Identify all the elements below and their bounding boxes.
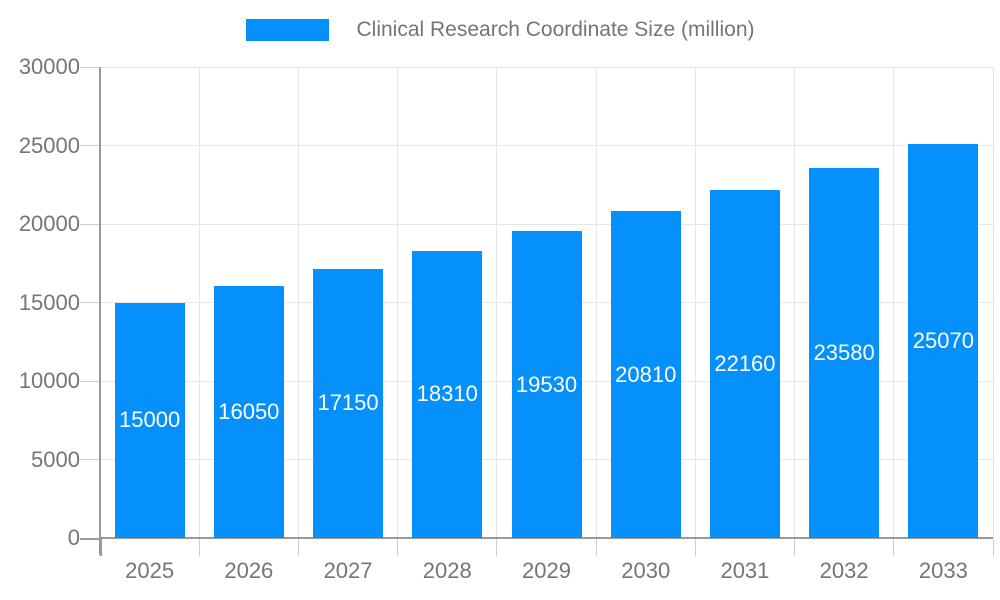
bar-2025[interactable] (114, 302, 185, 538)
x-tick (893, 539, 895, 556)
x-tick (694, 539, 696, 556)
bar-value-label-box: 20810 (611, 211, 681, 538)
y-tick (80, 66, 100, 68)
x-gridline (794, 67, 796, 538)
x-axis-tick-label: 2027 (323, 558, 373, 583)
bar-value-label: 17150 (317, 390, 379, 416)
bar-2031[interactable] (709, 190, 780, 538)
x-tick (595, 539, 597, 556)
legend[interactable]: Clinical Research Coordinate Size (milli… (0, 18, 1000, 42)
bar-2033[interactable] (908, 144, 979, 538)
plot-area: 15000 16050 17150 18310 19530 20810 22160 23580… (80, 66, 994, 556)
y-axis-tick-label: 10000 (18, 368, 80, 393)
x-tick (297, 539, 299, 556)
y-axis-tick-label: 30000 (18, 54, 80, 79)
y-axis-tick-label: 0 (67, 525, 80, 550)
y-tick (80, 537, 100, 540)
bar-2030[interactable] (610, 211, 681, 538)
bar-value-label: 20810 (615, 361, 677, 387)
y-tick (80, 459, 100, 460)
legend-swatch (245, 19, 329, 41)
bar-value-label-box: 17150 (313, 269, 383, 538)
x-gridline (297, 67, 299, 538)
x-gridline (595, 67, 597, 538)
bar-value-label: 18310 (416, 381, 478, 407)
bar-2029[interactable] (511, 231, 582, 538)
x-gridline (992, 67, 994, 538)
bar-value-label-box: 22160 (710, 190, 780, 538)
x-axis-line (100, 537, 993, 539)
y-tick (80, 145, 100, 146)
x-gridline (694, 67, 696, 538)
y-axis-tick-label: 5000 (31, 446, 80, 472)
bar-value-label-box: 19530 (512, 231, 582, 538)
y-axis-line (99, 67, 101, 555)
x-tick (794, 539, 796, 556)
x-axis-tick-label: 2026 (224, 558, 274, 583)
bar-value-label-box: 15000 (115, 303, 185, 539)
x-tick (496, 539, 498, 556)
y-tick (80, 223, 100, 225)
bar-2027[interactable] (313, 268, 384, 538)
bar-value-label: 23580 (813, 339, 875, 365)
y-gridline (100, 145, 993, 146)
bar-value-label: 19530 (515, 371, 578, 397)
x-tick (397, 539, 399, 556)
bar-value-label: 25070 (912, 328, 974, 354)
y-axis-tick-label: 20000 (18, 211, 80, 236)
legend-label: Clinical Research Coordinate Size (milli… (356, 18, 755, 41)
bar-2026[interactable] (213, 286, 284, 538)
bar-2032[interactable] (809, 167, 880, 538)
y-gridline (100, 66, 993, 68)
x-gridline (397, 67, 399, 538)
bar-value-label-box: 16050 (214, 286, 284, 538)
y-tick (80, 302, 100, 303)
bar-value-label: 22160 (714, 351, 776, 377)
x-axis-tick-label: 2030 (621, 558, 671, 583)
x-axis-tick-label: 2032 (819, 558, 869, 583)
y-axis-tick-label: 15000 (18, 289, 80, 315)
x-gridline (496, 67, 498, 538)
bar-value-label: 16050 (218, 398, 280, 424)
bar-value-label: 15000 (119, 407, 181, 433)
x-tick (992, 539, 994, 556)
x-gridline (893, 67, 895, 538)
x-axis-tick-label: 2025 (125, 558, 175, 583)
y-gridline (100, 223, 993, 225)
x-gridline (198, 67, 200, 538)
x-tick (198, 539, 200, 556)
x-axis-tick-label: 2029 (522, 558, 571, 583)
x-axis-tick-label: 2033 (918, 558, 968, 583)
bar-2028[interactable] (412, 250, 483, 538)
bar-value-label-box: 25070 (908, 144, 978, 538)
bar-value-label-box: 18310 (412, 251, 482, 538)
y-tick (80, 380, 100, 382)
x-axis-tick-label: 2028 (422, 558, 472, 583)
bar-value-label-box: 23580 (809, 168, 879, 538)
x-axis-tick-label: 2031 (720, 558, 770, 583)
y-axis-tick-label: 25000 (18, 132, 80, 158)
